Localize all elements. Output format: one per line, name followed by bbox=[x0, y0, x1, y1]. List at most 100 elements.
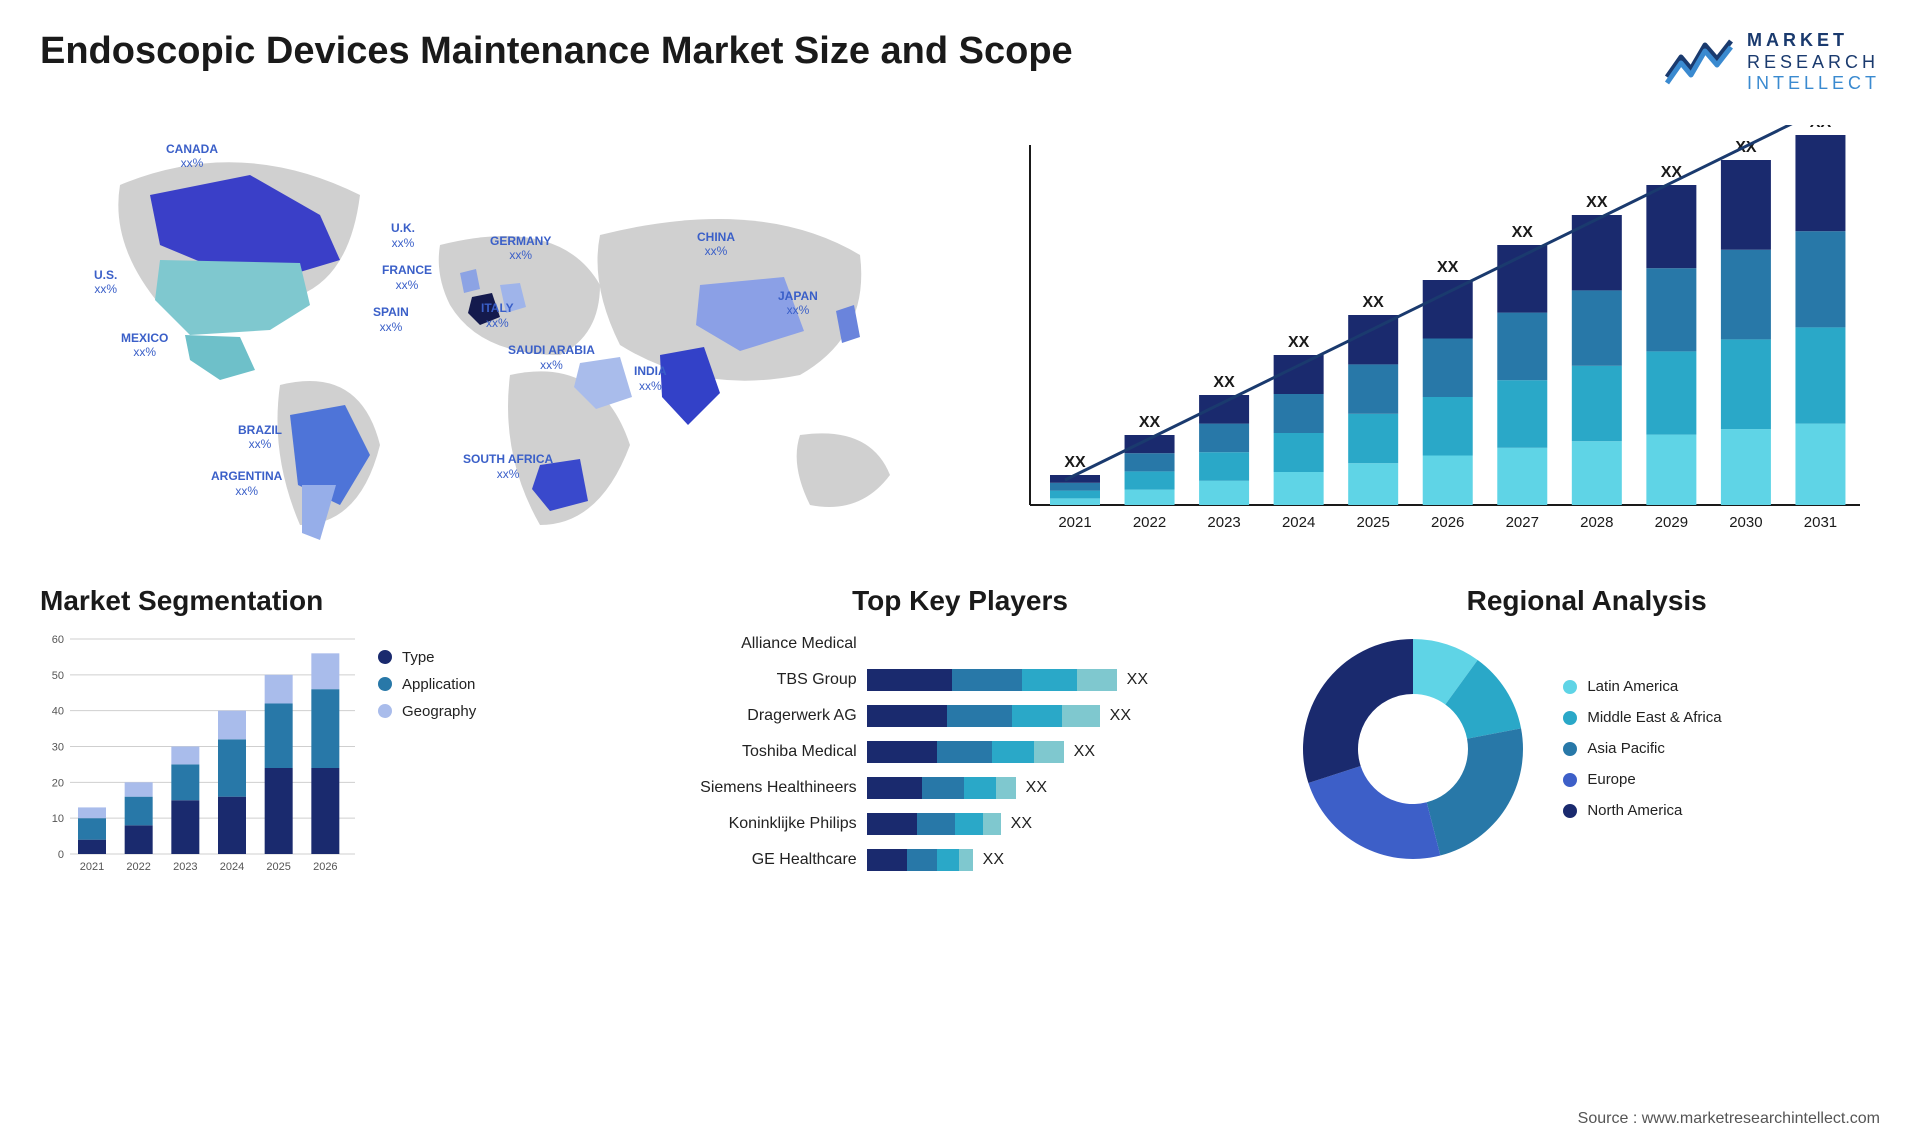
seg-bar bbox=[218, 739, 246, 796]
market-size-chart: XX2021XX2022XX2023XX2024XX2025XX2026XX20… bbox=[980, 125, 1880, 545]
seg-legend-item: Type bbox=[378, 649, 518, 666]
map-label-spain: SPAINxx% bbox=[373, 305, 409, 334]
swatch-icon bbox=[1563, 773, 1577, 787]
bigbar-value: XX bbox=[1363, 294, 1385, 311]
seg-bar bbox=[171, 764, 199, 800]
player-label: Toshiba Medical bbox=[667, 743, 867, 761]
map-label-japan: JAPANxx% bbox=[778, 289, 818, 318]
map-label-u-k-: U.K.xx% bbox=[391, 221, 415, 250]
bigbar-seg bbox=[1348, 364, 1398, 413]
seg-bar bbox=[125, 782, 153, 796]
svg-text:2022: 2022 bbox=[126, 861, 150, 873]
player-value: XX bbox=[1011, 815, 1032, 833]
bigbar-seg bbox=[1497, 380, 1547, 448]
player-seg bbox=[952, 669, 1022, 691]
regional-legend-label: North America bbox=[1587, 802, 1682, 819]
player-row: Dragerwerk AGXX bbox=[667, 701, 1254, 731]
swatch-icon bbox=[1563, 680, 1577, 694]
bigbar-seg bbox=[1795, 327, 1845, 423]
logo-line1: MARKET bbox=[1747, 30, 1880, 52]
player-label: Siemens Healthineers bbox=[667, 779, 867, 797]
bigbar-seg bbox=[1721, 160, 1771, 250]
bigbar-seg bbox=[1050, 498, 1100, 505]
map-label-u-s-: U.S.xx% bbox=[94, 268, 117, 297]
bigbar-seg bbox=[1199, 423, 1249, 452]
seg-bar bbox=[265, 703, 293, 768]
bigbar-value: XX bbox=[1064, 454, 1086, 471]
bigbar-seg bbox=[1199, 452, 1249, 481]
bigbar-seg bbox=[1572, 290, 1622, 365]
bigbar-year: 2030 bbox=[1729, 514, 1762, 531]
donut-slice bbox=[1427, 728, 1523, 855]
regional-title: Regional Analysis bbox=[1293, 585, 1880, 617]
player-seg bbox=[867, 849, 907, 871]
seg-bar bbox=[218, 710, 246, 739]
bigbar-seg bbox=[1572, 366, 1622, 441]
regional-legend-label: Middle East & Africa bbox=[1587, 709, 1721, 726]
bigbar-year: 2023 bbox=[1207, 514, 1240, 531]
player-seg bbox=[867, 741, 937, 763]
bigbar-seg bbox=[1125, 489, 1175, 504]
bigbar-year: 2024 bbox=[1282, 514, 1315, 531]
player-seg bbox=[964, 777, 996, 799]
seg-bar bbox=[311, 768, 339, 854]
player-value: XX bbox=[1074, 743, 1095, 761]
bigbar-seg bbox=[1646, 351, 1696, 434]
bigbar-seg bbox=[1497, 448, 1547, 505]
seg-bar bbox=[125, 796, 153, 825]
bigbar-seg bbox=[1348, 463, 1398, 505]
regional-legend-label: Latin America bbox=[1587, 678, 1678, 695]
bigbar-seg bbox=[1423, 455, 1473, 505]
map-label-china: CHINAxx% bbox=[697, 230, 735, 259]
bigbar-seg bbox=[1274, 433, 1324, 472]
bigbar-year: 2022 bbox=[1133, 514, 1166, 531]
map-label-france: FRANCExx% bbox=[382, 263, 432, 292]
player-seg bbox=[937, 741, 992, 763]
player-row: Alliance Medical bbox=[667, 629, 1254, 659]
bigbar-seg bbox=[1423, 397, 1473, 456]
seg-legend-label: Type bbox=[402, 649, 435, 666]
map-label-argentina: ARGENTINAxx% bbox=[211, 469, 282, 498]
bigbar-seg bbox=[1721, 249, 1771, 339]
bigbar-value: XX bbox=[1288, 334, 1310, 351]
svg-text:2024: 2024 bbox=[220, 861, 244, 873]
player-seg bbox=[867, 705, 947, 727]
bigbar-value: XX bbox=[1512, 224, 1534, 241]
player-label: GE Healthcare bbox=[667, 851, 867, 869]
swatch-icon bbox=[1563, 742, 1577, 756]
player-seg bbox=[907, 849, 937, 871]
bigbar-seg bbox=[1199, 481, 1249, 505]
bigbar-seg bbox=[1795, 135, 1845, 231]
seg-bar bbox=[265, 768, 293, 854]
player-seg bbox=[1034, 741, 1064, 763]
bigbar-value: XX bbox=[1213, 374, 1235, 391]
seg-bar bbox=[125, 825, 153, 854]
bigbar-seg bbox=[1497, 312, 1547, 380]
regional-legend-item: Europe bbox=[1563, 771, 1721, 788]
seg-bar bbox=[218, 796, 246, 853]
player-seg bbox=[947, 705, 1012, 727]
svg-text:2023: 2023 bbox=[173, 861, 197, 873]
player-bar bbox=[867, 741, 1064, 763]
bigbar-seg bbox=[1721, 339, 1771, 429]
player-bar bbox=[867, 669, 1117, 691]
svg-text:50: 50 bbox=[52, 670, 64, 682]
seg-legend-label: Geography bbox=[402, 703, 476, 720]
bigbar-value: XX bbox=[1139, 414, 1161, 431]
seg-bar bbox=[78, 807, 106, 818]
bigbar-year: 2025 bbox=[1356, 514, 1389, 531]
svg-text:10: 10 bbox=[52, 813, 64, 825]
player-row: Toshiba Medical XX bbox=[667, 737, 1254, 767]
seg-bar bbox=[171, 746, 199, 764]
world-map-panel: CANADAxx%U.S.xx%MEXICOxx%BRAZILxx%ARGENT… bbox=[40, 125, 940, 545]
player-seg bbox=[922, 777, 964, 799]
player-seg bbox=[959, 849, 973, 871]
map-label-germany: GERMANYxx% bbox=[490, 234, 551, 263]
bigbar-seg bbox=[1646, 268, 1696, 351]
player-bar bbox=[867, 849, 973, 871]
bigbar-seg bbox=[1050, 490, 1100, 498]
map-label-india: INDIAxx% bbox=[634, 364, 667, 393]
players-panel: Top Key Players Alliance MedicalTBS Grou… bbox=[667, 585, 1254, 905]
player-seg bbox=[955, 813, 983, 835]
logo-icon bbox=[1665, 37, 1735, 87]
